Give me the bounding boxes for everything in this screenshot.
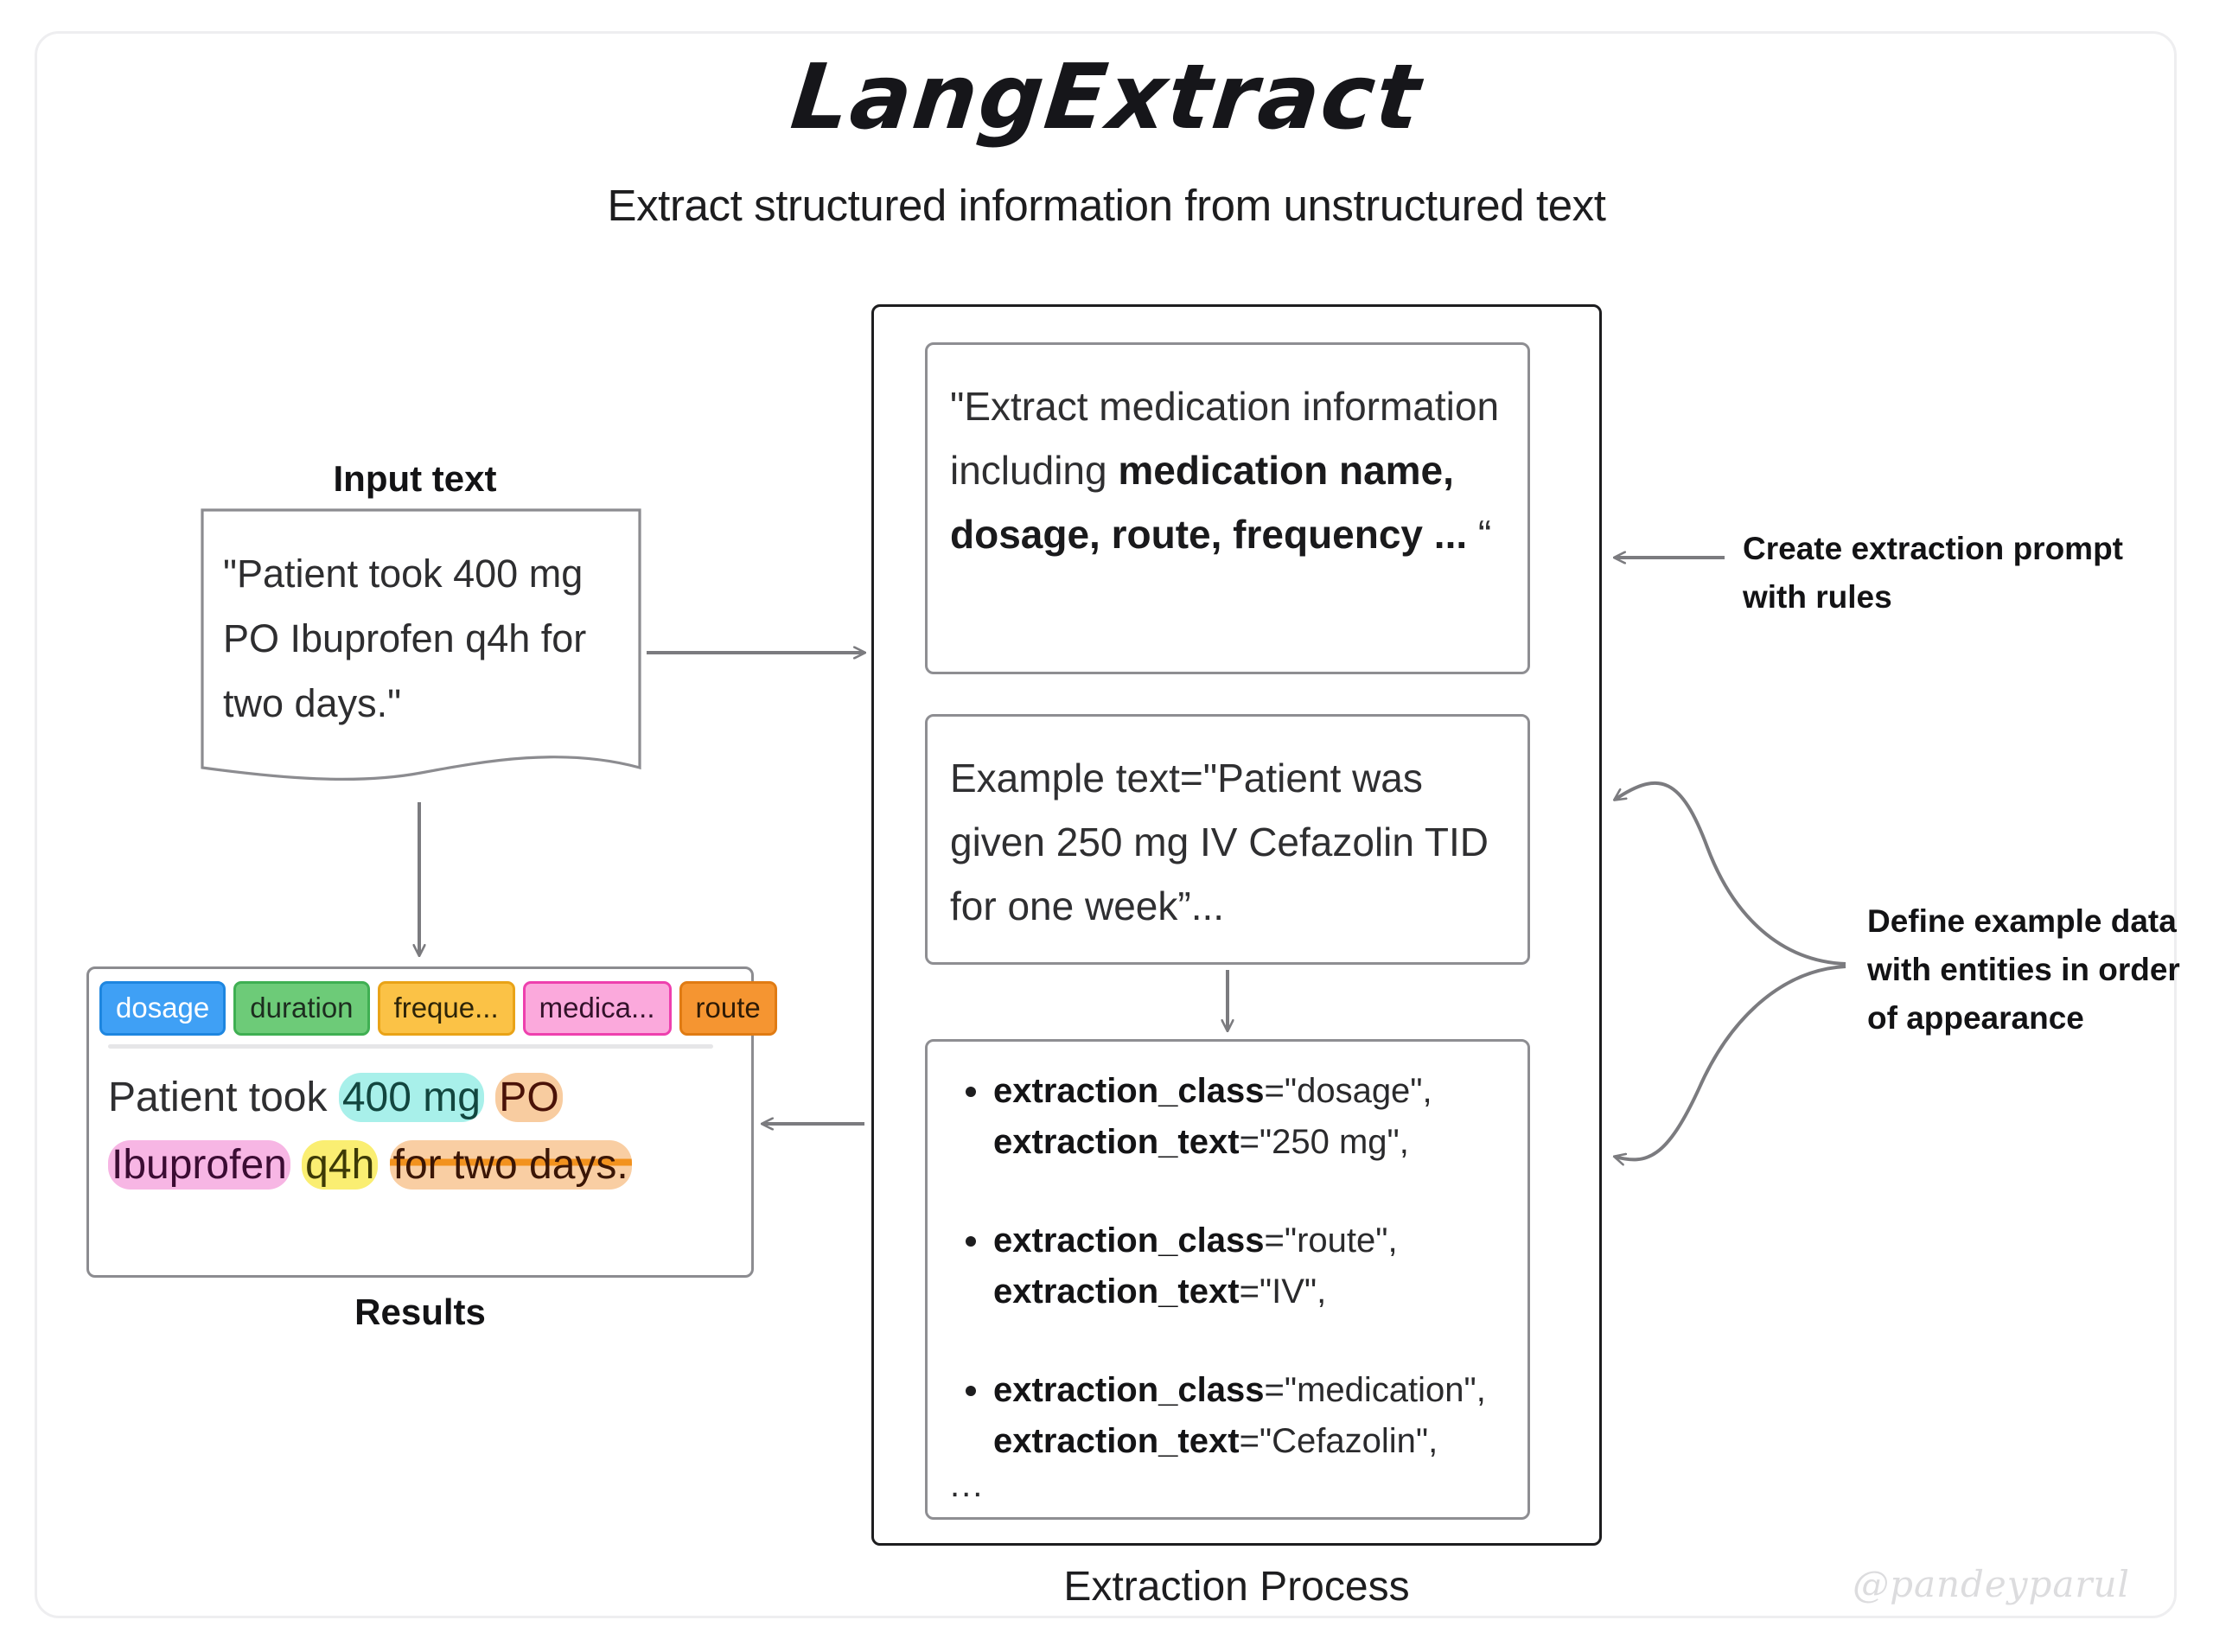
list-item: extraction_class="dosage", extraction_te… bbox=[966, 1066, 1547, 1168]
list-item: extraction_class="route", extraction_tex… bbox=[966, 1215, 1547, 1317]
entity-tag-dosage[interactable]: dosage bbox=[99, 981, 226, 1036]
entity-tag-frequency[interactable]: freque... bbox=[377, 981, 515, 1036]
extraction-text-value-1: ="250 mg", bbox=[1239, 1123, 1409, 1161]
entity-tag-duration[interactable]: duration bbox=[233, 981, 370, 1036]
extraction-class-value-1: ="dosage", bbox=[1264, 1072, 1432, 1110]
extraction-text-key-3: extraction_text bbox=[993, 1422, 1240, 1460]
extraction-text-key-2: extraction_text bbox=[993, 1272, 1240, 1311]
extraction-text-key-1: extraction_text bbox=[993, 1123, 1240, 1161]
author-watermark: @pandeyparul bbox=[1853, 1563, 2130, 1605]
page-title: LangExtract bbox=[786, 44, 1427, 150]
extraction-output-card: extraction_class="dosage", extraction_te… bbox=[925, 1039, 1530, 1520]
entity-tag-medication[interactable]: medica... bbox=[522, 981, 672, 1036]
tag-strip-divider bbox=[108, 1044, 713, 1049]
extraction-class-value-2: ="route", bbox=[1264, 1221, 1398, 1260]
results-caption: Results bbox=[354, 1292, 486, 1332]
input-text-box: "Patient took 400 mg PO Ibuprofen q4h fo… bbox=[201, 508, 641, 785]
prompt-card-text: "Extract medication information includin… bbox=[950, 374, 1510, 566]
entity-tag-strip: dosage duration freque... medica... rout… bbox=[99, 981, 777, 1036]
result-space-3 bbox=[290, 1142, 302, 1188]
page-subtitle: Extract structured information from unst… bbox=[607, 181, 1606, 230]
extraction-class-value-3: ="medication", bbox=[1264, 1371, 1486, 1409]
example-data-card: Example text="Patient was given 250 mg I… bbox=[925, 714, 1530, 965]
extraction-class-key-2: extraction_class bbox=[993, 1221, 1265, 1260]
extraction-class-key-3: extraction_class bbox=[993, 1371, 1265, 1409]
example-card-text: Example text="Patient was given 250 mg I… bbox=[950, 756, 1489, 928]
prompt-bold-fields: medication name, dosage, route, frequenc… bbox=[950, 448, 1468, 557]
input-text-label: Input text bbox=[333, 458, 497, 499]
result-segment-plain: Patient took bbox=[108, 1075, 339, 1120]
output-list-ellipsis: ... bbox=[950, 1466, 985, 1504]
extraction-output-list: extraction_class="dosage", extraction_te… bbox=[957, 1066, 1547, 1515]
entity-tag-route[interactable]: route bbox=[679, 981, 777, 1036]
prompt-card: "Extract medication information includin… bbox=[925, 342, 1530, 674]
annotation-create-prompt: Create extraction prompt with rules bbox=[1743, 531, 2123, 615]
result-highlight-route: PO bbox=[495, 1073, 563, 1122]
prompt-plain-prefix: "Extract medication information includin… bbox=[950, 384, 1500, 493]
extraction-process-caption: Extraction Process bbox=[1063, 1564, 1410, 1610]
extraction-class-key-1: extraction_class bbox=[993, 1072, 1265, 1110]
result-space-1 bbox=[484, 1075, 495, 1120]
result-highlight-duration: for two days. bbox=[389, 1140, 632, 1190]
input-text-value: "Patient took 400 mg PO Ibuprofen q4h fo… bbox=[223, 552, 587, 725]
result-highlight-dosage: 400 mg bbox=[338, 1073, 484, 1122]
annotated-result-text: Patient took 400 mg PO Ibuprofen q4h for… bbox=[108, 1064, 739, 1199]
extraction-text-value-2: ="IV", bbox=[1239, 1272, 1327, 1311]
result-highlight-frequency: q4h bbox=[302, 1140, 379, 1190]
list-item: extraction_class="medication", extractio… bbox=[966, 1365, 1547, 1467]
result-space-4 bbox=[378, 1142, 389, 1188]
annotation-define-example: Define example data with entities in ord… bbox=[1867, 903, 2180, 1036]
prompt-plain-suffix: “ bbox=[1467, 512, 1492, 557]
document-shape-icon bbox=[201, 508, 641, 785]
extraction-text-value-3: ="Cefazolin", bbox=[1239, 1422, 1438, 1460]
result-highlight-medication: Ibuprofen bbox=[108, 1140, 290, 1190]
results-box: dosage duration freque... medica... rout… bbox=[86, 966, 777, 1278]
